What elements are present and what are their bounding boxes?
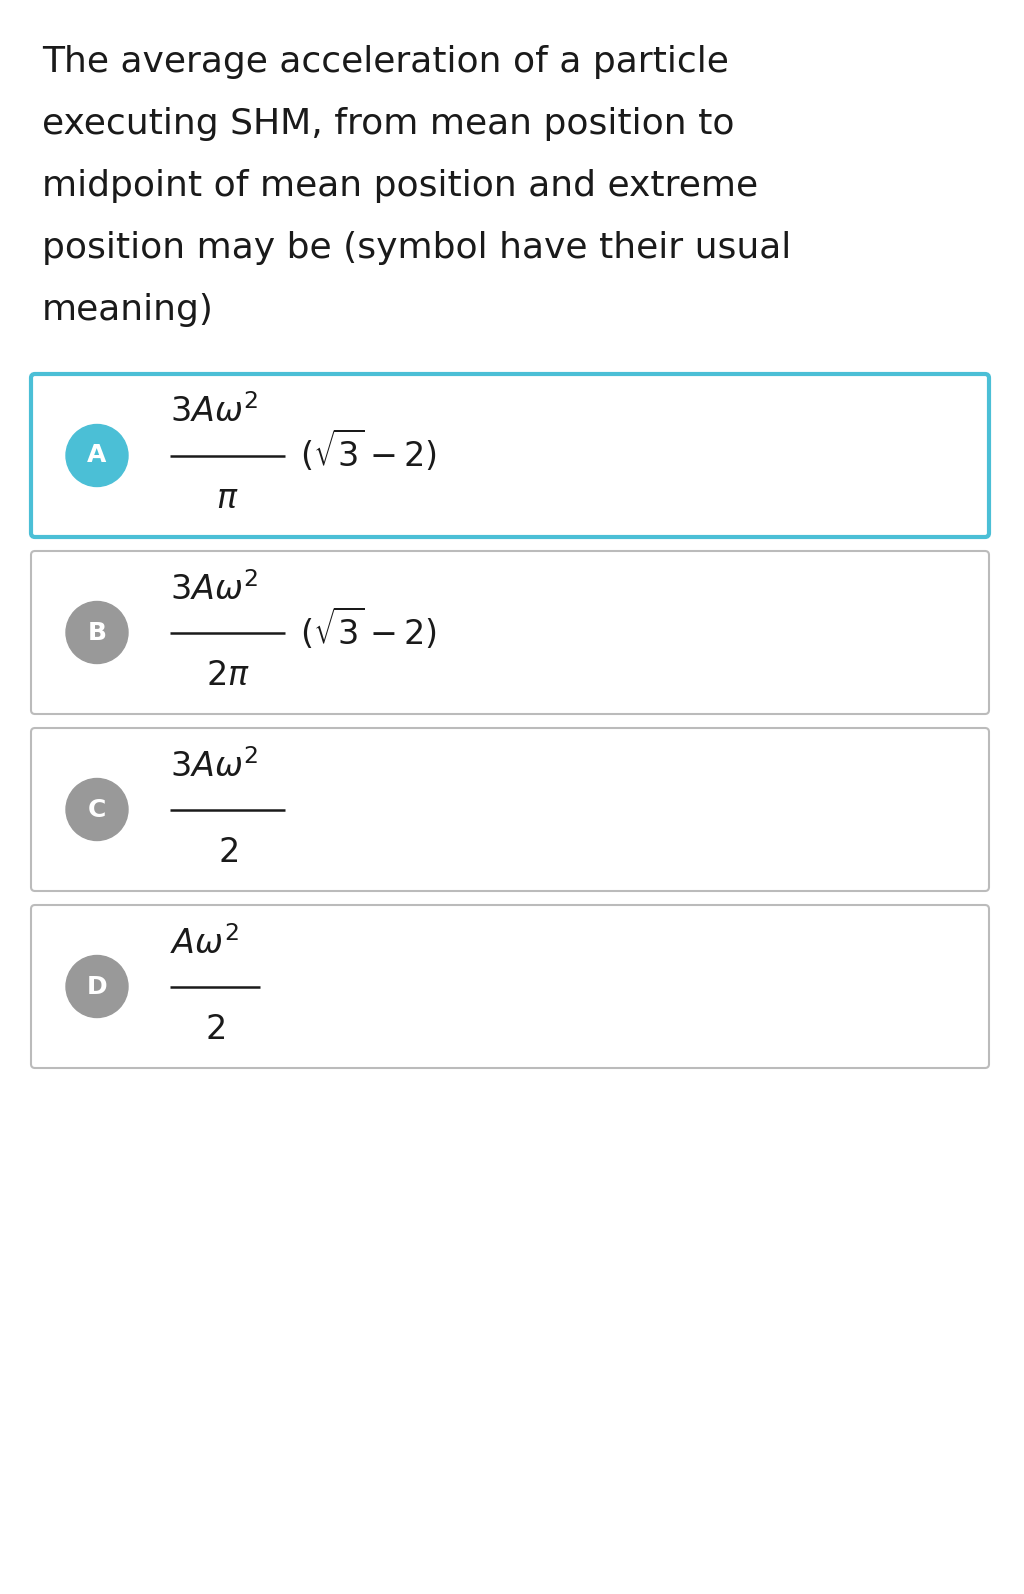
- Text: $3A\omega^2$: $3A\omega^2$: [170, 749, 258, 784]
- FancyBboxPatch shape: [31, 375, 989, 537]
- Text: $2$: $2$: [205, 1012, 225, 1046]
- Text: midpoint of mean position and extreme: midpoint of mean position and extreme: [42, 169, 758, 202]
- Text: meaning): meaning): [42, 293, 214, 327]
- Text: D: D: [87, 974, 108, 998]
- Text: C: C: [88, 797, 106, 821]
- Text: $(\sqrt{3}-2)$: $(\sqrt{3}-2)$: [300, 427, 437, 473]
- Text: $A\omega^2$: $A\omega^2$: [170, 926, 239, 961]
- FancyBboxPatch shape: [31, 905, 989, 1068]
- Text: position may be (symbol have their usual: position may be (symbol have their usual: [42, 231, 792, 265]
- Circle shape: [66, 601, 128, 663]
- Text: executing SHM, from mean position to: executing SHM, from mean position to: [42, 107, 734, 140]
- Text: $3A\omega^2$: $3A\omega^2$: [170, 395, 258, 429]
- Circle shape: [66, 778, 128, 840]
- Circle shape: [66, 424, 128, 486]
- Text: $\pi$: $\pi$: [216, 481, 239, 515]
- Text: $2$: $2$: [217, 835, 238, 869]
- Text: $(\sqrt{3}-2)$: $(\sqrt{3}-2)$: [300, 604, 437, 650]
- Circle shape: [66, 955, 128, 1017]
- Text: The average acceleration of a particle: The average acceleration of a particle: [42, 45, 729, 80]
- Text: $3A\omega^2$: $3A\omega^2$: [170, 572, 258, 606]
- FancyBboxPatch shape: [31, 728, 989, 891]
- Text: A: A: [87, 443, 106, 467]
- Text: $2\pi$: $2\pi$: [206, 658, 250, 692]
- Text: B: B: [87, 620, 106, 644]
- FancyBboxPatch shape: [31, 552, 989, 714]
